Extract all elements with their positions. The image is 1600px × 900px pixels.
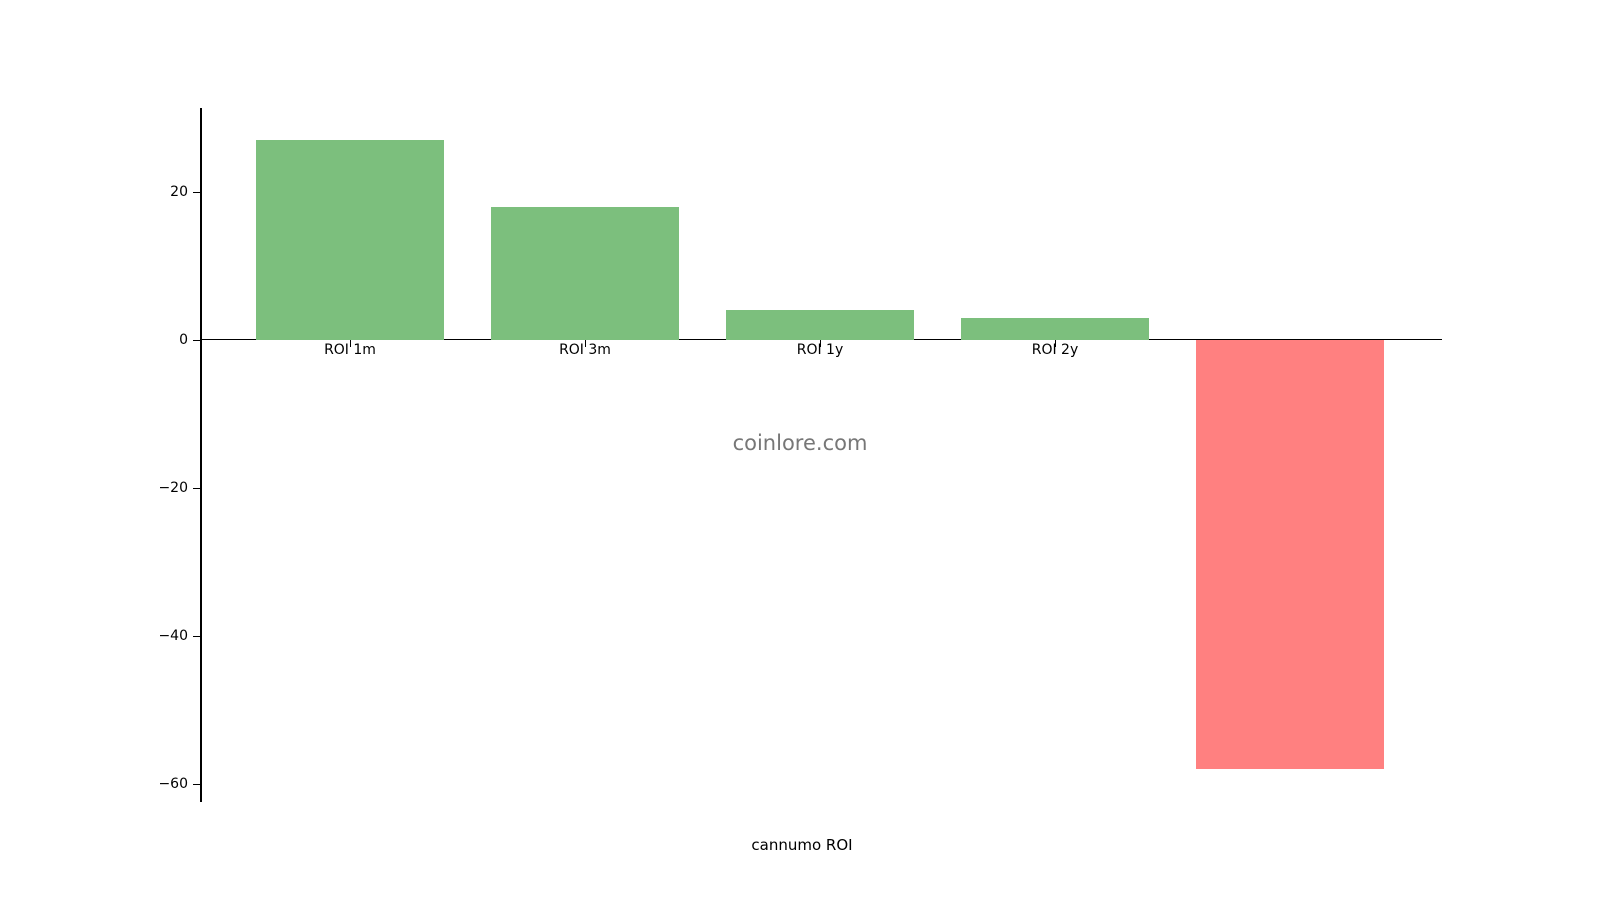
y-tick-mark bbox=[193, 340, 200, 341]
x-tick-label: ROI 1m bbox=[324, 342, 376, 358]
y-axis-line bbox=[200, 108, 202, 802]
y-tick-mark bbox=[193, 636, 200, 637]
y-tick-label: −20 bbox=[158, 480, 188, 496]
bar-roi-2y bbox=[961, 317, 1149, 340]
bar-roi-1y bbox=[726, 310, 914, 340]
bar-roi-3m bbox=[491, 206, 679, 340]
watermark-text: coinlore.com bbox=[732, 431, 868, 455]
x-tick-mark bbox=[820, 340, 821, 347]
y-tick-label: −40 bbox=[158, 628, 188, 644]
y-tick-label: −60 bbox=[158, 776, 188, 792]
x-tick-label: ROI 3m bbox=[559, 342, 611, 358]
bar-roi-1m bbox=[256, 140, 444, 340]
x-tick-label: ROI 1y bbox=[796, 342, 844, 358]
bar-unlabeled-4 bbox=[1196, 340, 1384, 770]
x-axis-title: cannumo ROI bbox=[751, 836, 853, 854]
x-tick-mark bbox=[350, 340, 351, 347]
x-tick-mark bbox=[585, 340, 586, 347]
y-tick-mark bbox=[193, 488, 200, 489]
x-tick-label: ROI 2y bbox=[1031, 342, 1079, 358]
x-tick-mark bbox=[1055, 340, 1056, 347]
y-tick-mark bbox=[193, 784, 200, 785]
y-tick-mark bbox=[193, 192, 200, 193]
y-tick-label: 20 bbox=[170, 184, 188, 200]
y-tick-label: 0 bbox=[179, 332, 188, 348]
